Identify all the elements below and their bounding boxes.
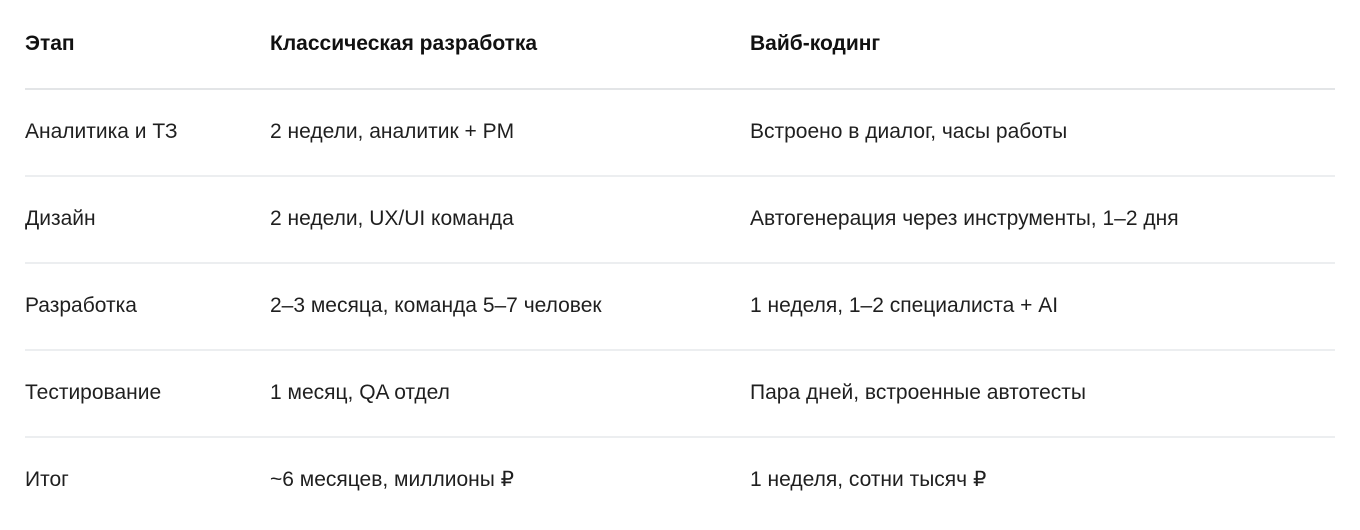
table-row: Разработка 2–3 месяца, команда 5–7 челов… <box>25 263 1335 351</box>
table-header-row: Этап Классическая разработка Вайб-кодинг <box>25 0 1335 90</box>
cell-stage: Тестирование <box>25 350 270 438</box>
table-row: Дизайн 2 недели, UX/UI команда Автогенер… <box>25 176 1335 264</box>
cell-classic-text: 2 недели, аналитик + PM <box>270 120 515 144</box>
cell-vibe-text: 1 неделя, 1–2 специалиста + AI <box>750 294 1059 318</box>
table-header: Этап Классическая разработка Вайб-кодинг <box>25 0 1335 90</box>
cell-stage: Разработка <box>25 263 270 351</box>
cell-classic: ~6 месяцев, миллионы ₽ <box>270 437 750 523</box>
column-header-classic: Классическая разработка <box>270 0 750 90</box>
cell-stage: Итог <box>25 437 270 523</box>
column-header-stage-label: Этап <box>25 31 75 55</box>
cell-classic: 2–3 месяца, команда 5–7 человек <box>270 263 750 351</box>
table-row: Тестирование 1 месяц, QA отдел Пара дней… <box>25 350 1335 438</box>
column-header-classic-label: Классическая разработка <box>270 31 538 55</box>
cell-vibe: Пара дней, встроенные автотесты <box>750 350 1335 438</box>
cell-vibe-text: 1 неделя, сотни тысяч ₽ <box>750 468 987 492</box>
table-body: Аналитика и ТЗ 2 недели, аналитик + PM В… <box>25 89 1335 523</box>
column-header-stage: Этап <box>25 0 270 90</box>
table-row: Итог ~6 месяцев, миллионы ₽ 1 неделя, со… <box>25 437 1335 523</box>
cell-stage-text: Итог <box>25 468 69 492</box>
comparison-table: Этап Классическая разработка Вайб-кодинг… <box>25 0 1335 523</box>
cell-stage: Дизайн <box>25 176 270 264</box>
cell-stage: Аналитика и ТЗ <box>25 89 270 177</box>
cell-vibe: Автогенерация через инструменты, 1–2 дня <box>750 176 1335 264</box>
cell-classic-text: 1 месяц, QA отдел <box>270 381 450 405</box>
cell-stage-text: Дизайн <box>25 207 96 231</box>
cell-vibe-text: Пара дней, встроенные автотесты <box>750 381 1087 405</box>
cell-vibe-text: Встроено в диалог, часы работы <box>750 120 1068 144</box>
cell-classic-text: 2–3 месяца, команда 5–7 человек <box>270 294 602 318</box>
cell-vibe: Встроено в диалог, часы работы <box>750 89 1335 177</box>
column-header-vibe: Вайб-кодинг <box>750 0 1335 90</box>
cell-vibe: 1 неделя, сотни тысяч ₽ <box>750 437 1335 523</box>
cell-classic: 1 месяц, QA отдел <box>270 350 750 438</box>
cell-vibe: 1 неделя, 1–2 специалиста + AI <box>750 263 1335 351</box>
cell-classic: 2 недели, UX/UI команда <box>270 176 750 264</box>
cell-stage-text: Тестирование <box>25 381 162 405</box>
cell-classic: 2 недели, аналитик + PM <box>270 89 750 177</box>
cell-vibe-text: Автогенерация через инструменты, 1–2 дня <box>750 207 1179 231</box>
cell-classic-text: 2 недели, UX/UI команда <box>270 207 514 231</box>
column-header-vibe-label: Вайб-кодинг <box>750 31 881 55</box>
table-row: Аналитика и ТЗ 2 недели, аналитик + PM В… <box>25 89 1335 177</box>
cell-stage-text: Разработка <box>25 294 137 318</box>
cell-stage-text: Аналитика и ТЗ <box>25 120 178 144</box>
cell-classic-text: ~6 месяцев, миллионы ₽ <box>270 468 515 492</box>
